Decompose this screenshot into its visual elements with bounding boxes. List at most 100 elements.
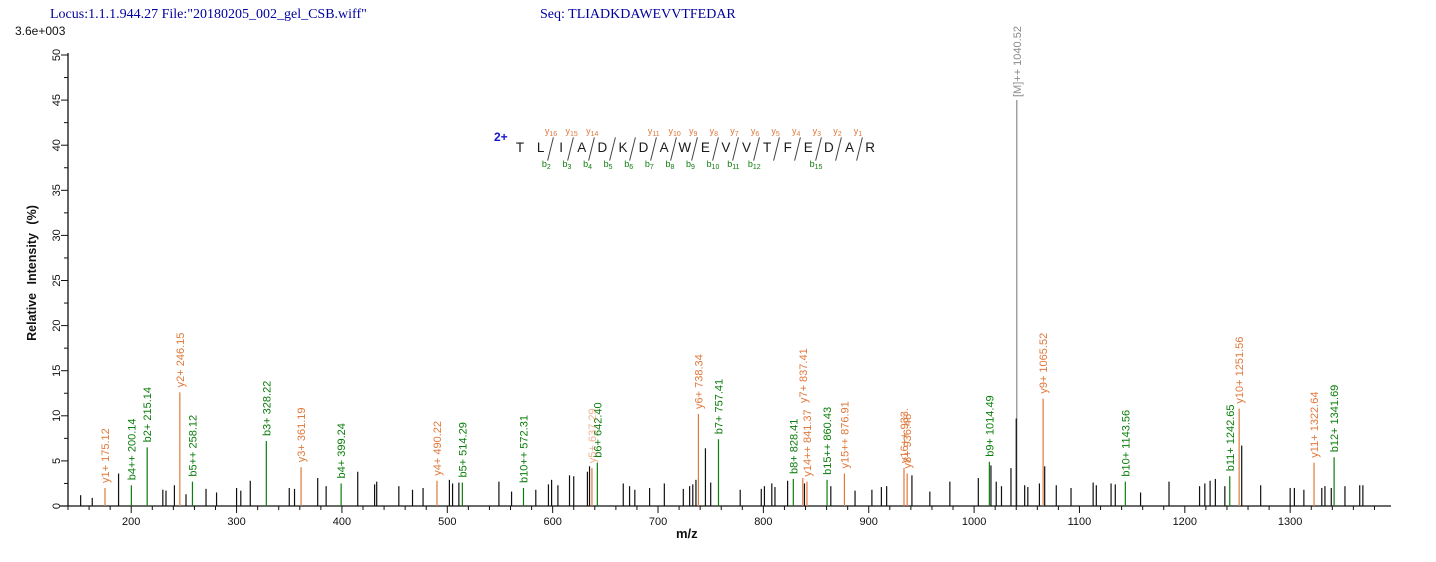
peptide-residue: y15 b3 A — [562, 126, 587, 171]
b-ion-label: b10 — [706, 159, 720, 171]
y-ion-label: y1 — [853, 126, 863, 138]
x-tick-label: 600 — [543, 516, 561, 528]
precursor-charge-label: 2+ — [494, 130, 508, 144]
peptide-residue: y16 b2 I — [541, 126, 564, 171]
y-tick-label: 5 — [51, 458, 63, 464]
peptide-residue: y4 E — [792, 126, 819, 161]
y-tick-label: 25 — [51, 274, 63, 286]
x-axis-title: m/z — [676, 526, 698, 541]
peak-label: y8+ 936.48 — [902, 414, 914, 469]
peptide-residue: y5 F — [771, 126, 798, 161]
y-ion-label: y4 — [792, 126, 801, 138]
peak-label: y2+ 246.15 — [175, 333, 187, 388]
peak-label: y15++ 876.91 — [839, 401, 851, 468]
peak-label: y4+ 490.22 — [432, 421, 444, 476]
x-tick-label: 800 — [754, 516, 772, 528]
locus-file-label: Locus:1.1.1.944.27 File:"20180205_002_ge… — [50, 7, 367, 22]
b-ion-label: b4 — [583, 159, 592, 171]
x-tick-label: 1000 — [962, 516, 986, 528]
y-ion-label: y9 — [689, 126, 698, 138]
precursor-label: [M]++ 1040.52 — [1012, 26, 1024, 97]
base-peak-intensity: 3.6e+003 — [15, 24, 66, 38]
y-tick-label: 30 — [51, 229, 63, 241]
peak-label: b10+ 1143.56 — [1120, 410, 1132, 477]
peak-label: y9+ 1065.52 — [1038, 333, 1050, 394]
peptide-residue: y1 R — [854, 126, 881, 161]
x-tick-label: 200 — [122, 516, 140, 528]
peak-label: y16++ 933. — [899, 408, 911, 463]
peak-label: y14++ 841.37 — [802, 409, 814, 476]
peak-label: y11+ 1322.64 — [1309, 392, 1321, 458]
y-tick-label: 10 — [51, 410, 63, 422]
x-tick-label: 700 — [649, 516, 667, 528]
y-ion-label: y2 — [833, 126, 842, 138]
b-ion-label: b12 — [747, 159, 761, 171]
b-ion-label: b2 — [541, 159, 551, 171]
peptide-residue: b6 D — [624, 137, 654, 171]
y-tick-label: 40 — [51, 139, 63, 151]
peak-label: b8+ 828.41 — [788, 419, 800, 474]
y-tick-label: 50 — [51, 49, 63, 61]
peak-label: y7+ 837.41 — [798, 348, 810, 403]
y-tick-label: 45 — [51, 94, 63, 106]
peak-label: y3+ 361.19 — [296, 407, 308, 462]
y-tick-label: 20 — [51, 319, 63, 331]
peak-label: y10+ 1251.56 — [1234, 337, 1246, 404]
b-ion-label: b9 — [686, 159, 695, 171]
peptide-residue: y6 b12 T — [747, 126, 772, 171]
peak-label: b4++ 200.14 — [126, 418, 138, 480]
y-ion-label: y6 — [750, 126, 760, 138]
b-ion-label: b5 — [603, 159, 613, 171]
y-ion-label: y10 — [668, 126, 681, 138]
y-ion-label: y5 — [771, 126, 780, 138]
b-ion-label: b11 — [727, 159, 740, 171]
peptide-residue: T — [515, 140, 525, 155]
y-tick-label: 15 — [51, 365, 63, 377]
y-ion-label: y8 — [709, 126, 719, 138]
peptide-residue: y3 b15 D — [809, 126, 834, 171]
y-ion-label: y11 — [647, 126, 660, 138]
sequence-value: TLIADKDAWEVVTFEDAR — [568, 7, 736, 22]
x-tick-label: 1300 — [1278, 516, 1302, 528]
peak-label: b9+ 1014.49 — [984, 395, 996, 456]
x-tick-label: 500 — [438, 516, 456, 528]
y-ion-label: y7 — [730, 126, 739, 138]
y-tick-label: 35 — [51, 184, 63, 196]
b-ion-label: b15 — [809, 159, 823, 171]
sequence-prefix: Seq: — [540, 7, 569, 22]
sequence-header: Seq: TLIADKDAWEVVTFEDAR — [540, 7, 736, 23]
x-tick-label: 1100 — [1068, 516, 1092, 528]
x-tick-label: 1200 — [1173, 516, 1197, 528]
x-tick-label: 300 — [227, 516, 245, 528]
b-ion-label: b3 — [562, 159, 572, 171]
peptide-residue: y14 b4 D — [583, 126, 608, 171]
peak-label: b5+ 514.29 — [457, 422, 469, 477]
y-ion-label: y15 — [565, 126, 578, 138]
peptide-residue: y11 b7 A — [644, 126, 669, 171]
peptide-residue: y2 A — [833, 126, 860, 161]
peak-label: b5++ 258.12 — [187, 415, 199, 477]
peptide-residue: L — [536, 140, 545, 155]
peptide-residue: y7 b11 V — [727, 126, 752, 171]
x-tick-label: 900 — [860, 516, 878, 528]
peak-label: b2+ 215.14 — [142, 387, 154, 442]
peak-label: b10++ 572.31 — [518, 415, 530, 483]
peak-label: y5+ 637.29 — [587, 408, 599, 463]
x-tick-label: 400 — [333, 516, 351, 528]
peak-label: b12+ 1341.69 — [1329, 385, 1341, 453]
peptide-residue: y10 b8 W — [665, 126, 692, 171]
peptide-residue: b5 K — [604, 137, 634, 171]
b-ion-label: b6 — [624, 159, 634, 171]
peak-label: b11+ 1242.65 — [1225, 404, 1237, 471]
peak-label: b3+ 328.22 — [261, 381, 273, 436]
y-ion-label: y16 — [544, 126, 558, 138]
peak-label: b6+ 642.40 — [592, 402, 604, 457]
peak-label: y6+ 738.34 — [693, 354, 705, 409]
peak-label: b7+ 757.41 — [714, 379, 726, 434]
y-tick-label: 0 — [51, 503, 63, 509]
peak-label: b4+ 399.24 — [336, 423, 348, 478]
peak-label: b15++ 860.43 — [822, 407, 834, 475]
